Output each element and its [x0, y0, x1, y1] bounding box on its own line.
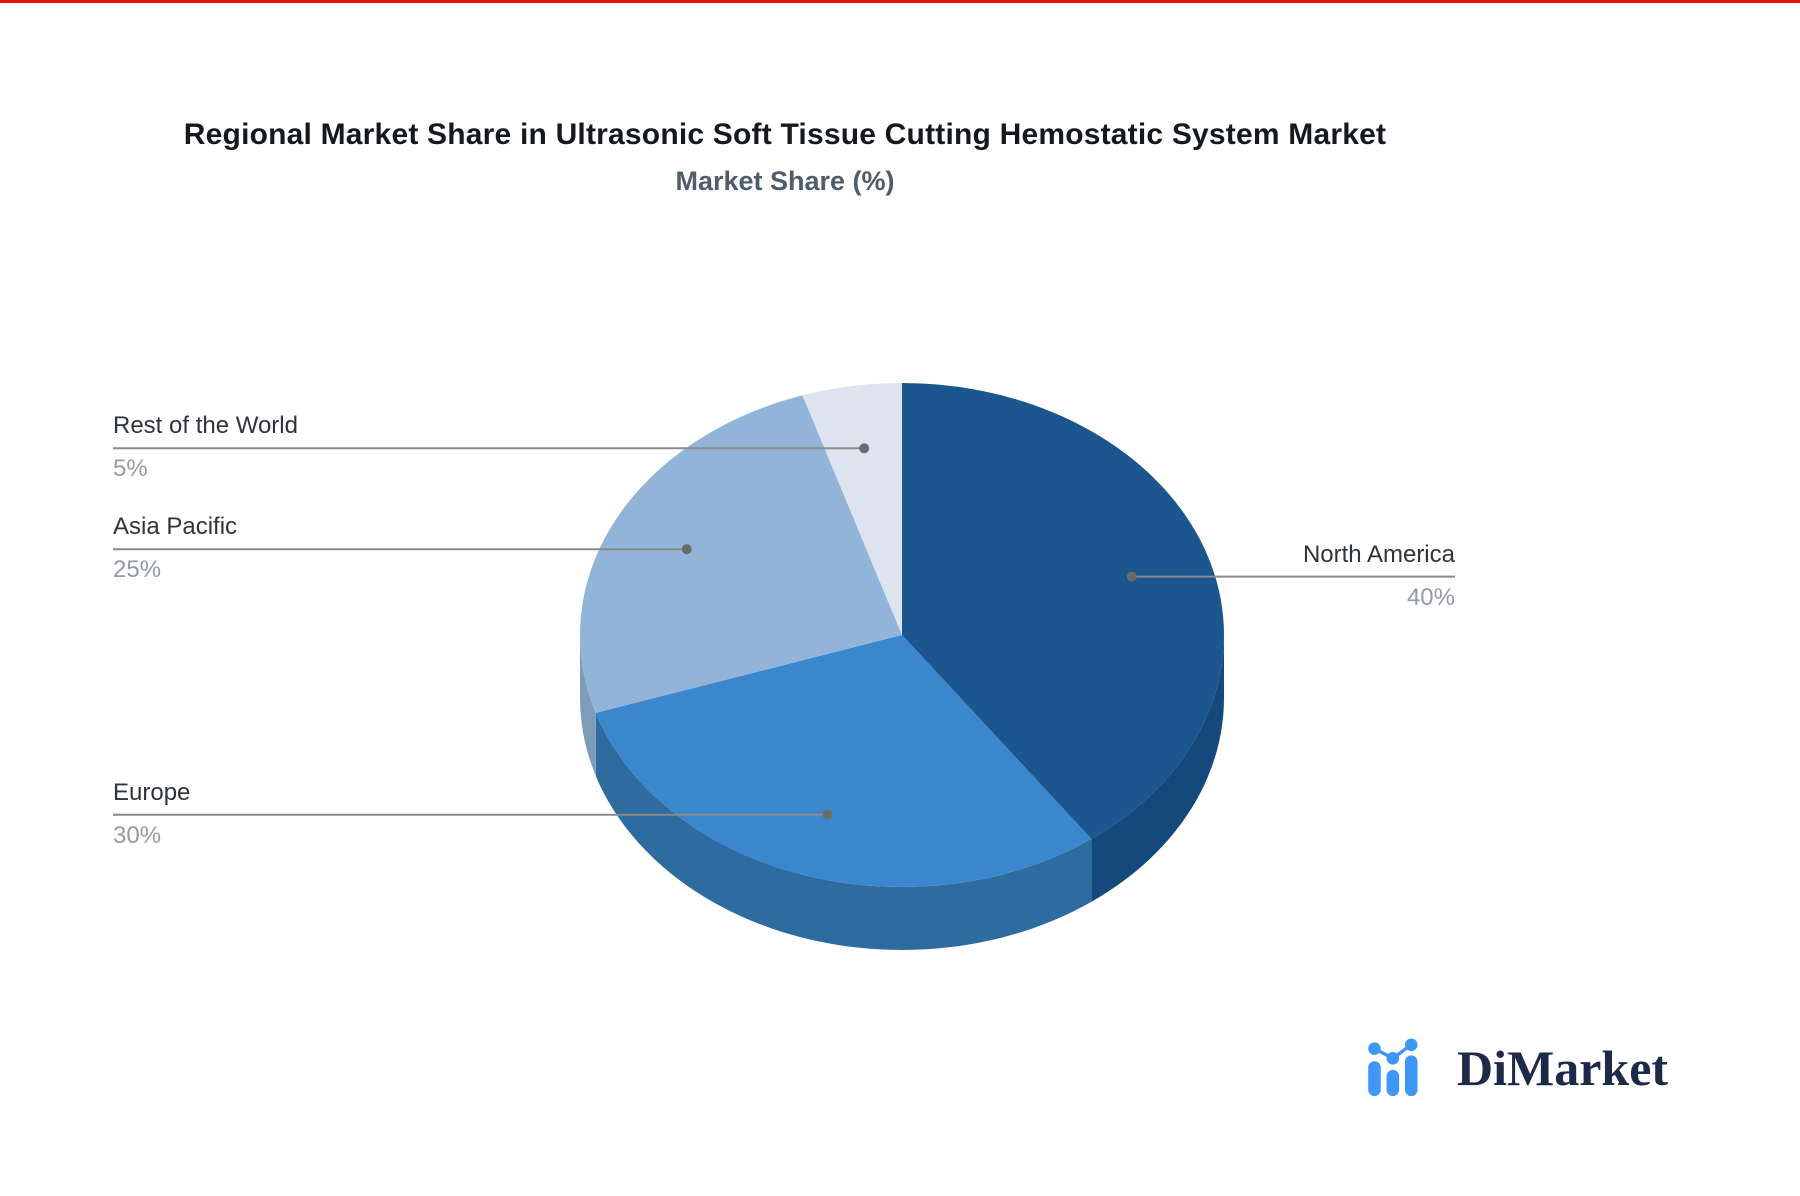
leader-dot-rest-of-the-world	[859, 443, 870, 454]
brand-bar	[1368, 1061, 1381, 1097]
callout-label-north-america: North America	[1302, 540, 1455, 568]
chart-header: Regional Market Share in Ultrasonic Soft…	[0, 118, 1570, 197]
pie-side-north-america	[1091, 635, 1224, 902]
brand-bar	[1404, 1055, 1418, 1097]
brand-logo: DiMarket	[1366, 1036, 1668, 1100]
pie-slice-asia-pacific	[580, 395, 902, 713]
pie-slice-north-america	[902, 383, 1224, 839]
pie-slice-rest-of-the-world	[802, 383, 902, 635]
brand-dot	[1386, 1052, 1400, 1065]
callout-label-asia-pacific: Asia Pacific	[113, 513, 238, 541]
callout-label-europe: Europe	[113, 778, 191, 806]
pie-side-europe	[595, 712, 1092, 950]
leader-dot-north-america	[1126, 571, 1137, 582]
chart-title: Regional Market Share in Ultrasonic Soft…	[183, 118, 1387, 151]
callout-value-asia-pacific: 25%	[113, 556, 162, 584]
chart-subtitle: Market Share (%)	[675, 166, 895, 196]
bar-line-chart-icon	[1368, 1038, 1418, 1097]
pie-slice-europe	[595, 635, 1092, 887]
callout-value-rest-of-the-world: 5%	[113, 455, 148, 483]
brand-dot	[1404, 1038, 1418, 1052]
screenshot-top-border	[0, 0, 1800, 3]
callout-label-rest-of-the-world: Rest of the World	[113, 412, 298, 440]
callout-value-north-america: 40%	[1406, 583, 1455, 611]
pie-side-asia-pacific	[580, 635, 596, 776]
leader-dot-europe	[822, 809, 833, 820]
callout-value-europe: 30%	[113, 821, 162, 849]
leader-dot-asia-pacific	[681, 544, 692, 555]
brand-dot	[1368, 1042, 1381, 1055]
brand-bar	[1386, 1069, 1400, 1097]
brand-name: DiMarket	[1457, 1040, 1669, 1096]
